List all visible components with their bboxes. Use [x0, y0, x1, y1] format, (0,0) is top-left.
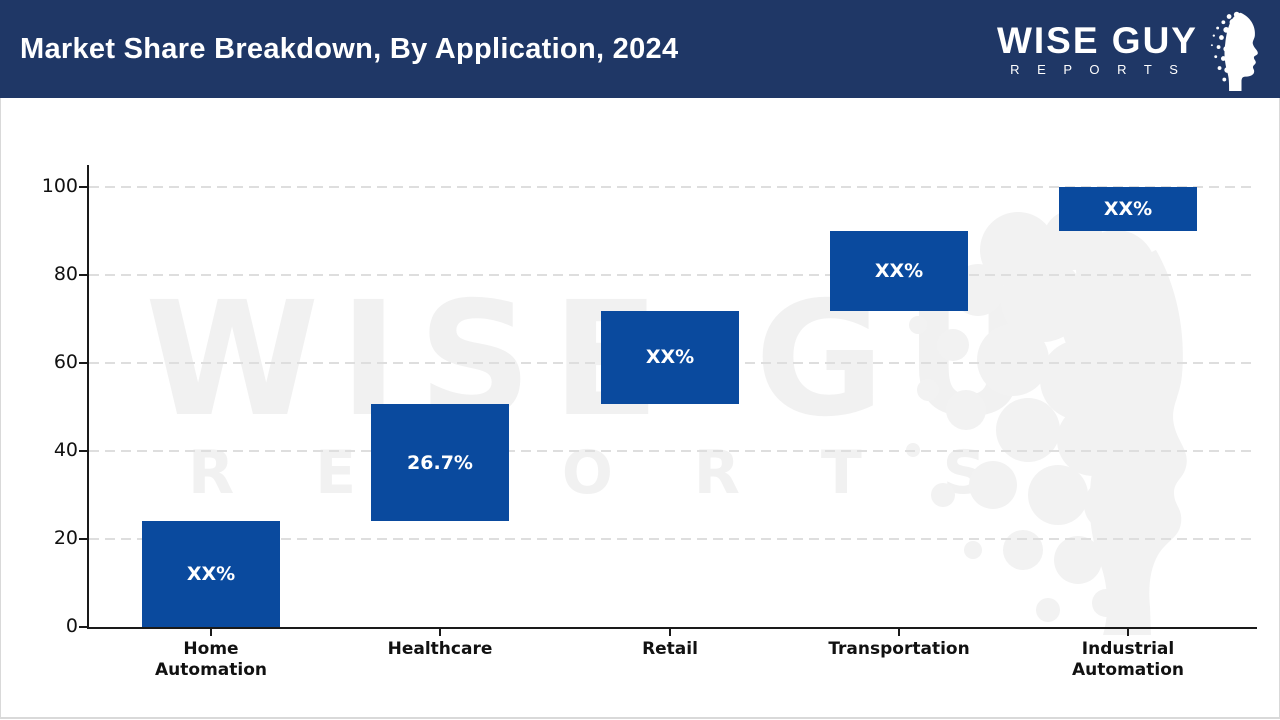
x-tick-mark [439, 629, 441, 636]
logo-wordmark-line1: WISE GUY [996, 19, 1198, 61]
logo-wordmark: WISE GUY R E P O R T S [996, 19, 1198, 78]
y-tick-label: 60 [53, 351, 78, 373]
bar-value-label: XX% [874, 260, 924, 283]
y-tick-mark [79, 362, 87, 364]
bar: 26.7% [371, 403, 509, 522]
x-category-label: Transportation [828, 639, 970, 659]
x-tick-mark [1127, 629, 1129, 636]
y-tick-mark [79, 626, 87, 628]
y-tick-label: 0 [65, 615, 78, 637]
gridline [89, 274, 1256, 276]
y-tick-mark [79, 274, 87, 276]
bar: XX% [1059, 187, 1197, 231]
bar-value-label: XX% [186, 563, 236, 586]
x-axis-line [87, 627, 1257, 629]
chart-title: Market Share Breakdown, By Application, … [20, 32, 679, 65]
x-category-label: Home Automation [155, 639, 267, 680]
gridline [89, 450, 1256, 452]
x-category-label: Industrial Automation [1072, 639, 1184, 680]
y-tick-mark [79, 450, 87, 452]
gridline [89, 186, 1256, 188]
x-category-label: Healthcare [387, 639, 493, 659]
logo-wordmark-line2: R E P O R T S [1010, 61, 1185, 77]
x-tick-mark [898, 629, 900, 636]
x-tick-mark [210, 629, 212, 636]
header-bar: Market Share Breakdown, By Application, … [0, 0, 1280, 98]
y-tick-label: 80 [53, 263, 78, 285]
bar-value-label: 26.7% [407, 451, 473, 474]
y-tick-mark [79, 538, 87, 540]
y-tick-label: 40 [53, 439, 78, 461]
bar: XX% [142, 521, 280, 627]
x-tick-mark [669, 629, 671, 636]
y-tick-mark [79, 186, 87, 188]
y-axis-line [87, 165, 89, 629]
y-tick-label: 20 [53, 527, 78, 549]
brand-logo: WISE GUY R E P O R T S [997, 7, 1262, 91]
logo-face-icon [1210, 11, 1258, 91]
watermark-text-line2: R E P O R T S [188, 438, 1016, 508]
bar-value-label: XX% [1103, 198, 1153, 220]
bar-value-label: XX% [645, 346, 695, 369]
x-category-label: Retail [642, 639, 698, 659]
y-tick-label: 100 [41, 175, 78, 197]
gridline [89, 538, 1256, 540]
bar: XX% [830, 231, 968, 312]
bar: XX% [601, 311, 739, 404]
